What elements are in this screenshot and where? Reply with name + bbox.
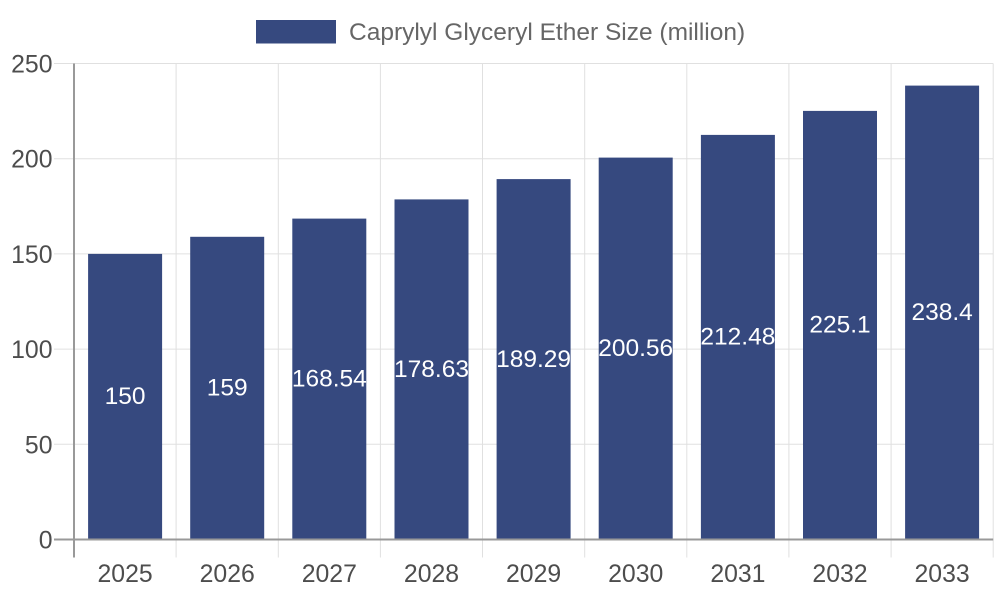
svg-text:168.54: 168.54 (292, 366, 367, 393)
svg-text:100: 100 (11, 337, 52, 364)
svg-text:2027: 2027 (302, 561, 357, 588)
svg-text:178.63: 178.63 (394, 356, 469, 383)
svg-text:159: 159 (207, 375, 248, 402)
svg-text:200.56: 200.56 (598, 335, 673, 362)
svg-text:238.4: 238.4 (911, 299, 972, 326)
svg-text:212.48: 212.48 (700, 324, 775, 351)
svg-text:200: 200 (11, 147, 52, 174)
svg-text:2031: 2031 (710, 561, 765, 588)
svg-text:2029: 2029 (506, 561, 561, 588)
svg-text:2026: 2026 (200, 561, 255, 588)
svg-text:2025: 2025 (98, 561, 153, 588)
svg-text:2033: 2033 (915, 561, 970, 588)
svg-text:2028: 2028 (404, 561, 459, 588)
svg-text:50: 50 (25, 432, 53, 459)
svg-text:150: 150 (11, 242, 52, 269)
svg-text:150: 150 (105, 383, 146, 410)
svg-text:0: 0 (39, 528, 53, 555)
svg-text:225.1: 225.1 (809, 312, 870, 339)
svg-text:250: 250 (11, 52, 52, 79)
svg-text:Caprylyl Glyceryl Ether Size (: Caprylyl Glyceryl Ether Size (million) (349, 19, 745, 46)
svg-text:2032: 2032 (812, 561, 867, 588)
svg-text:2030: 2030 (608, 561, 663, 588)
svg-text:189.29: 189.29 (496, 346, 571, 373)
